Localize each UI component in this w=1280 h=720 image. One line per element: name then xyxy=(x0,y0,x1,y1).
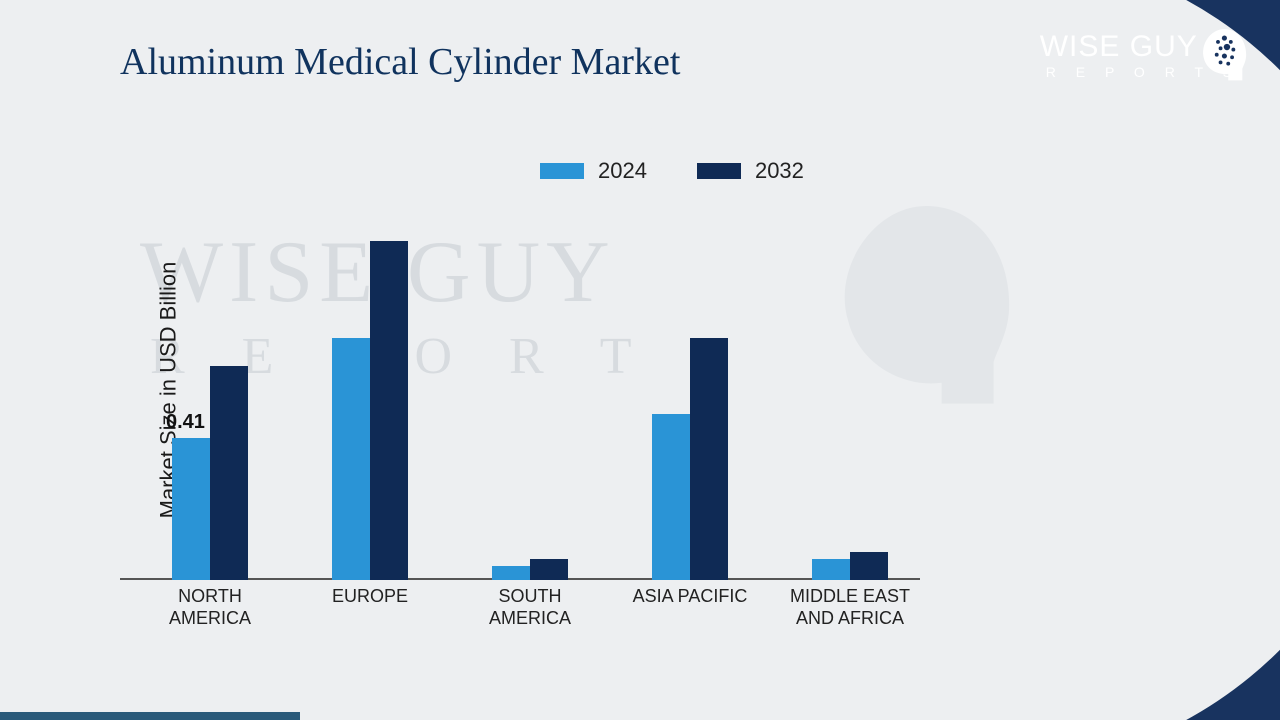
bar-2024 xyxy=(652,414,690,580)
bar-2032 xyxy=(850,552,888,580)
bar-2024 xyxy=(812,559,850,580)
brand-head-icon xyxy=(1186,24,1250,88)
bar-group: SOUTH AMERICA xyxy=(470,559,590,580)
bar-2024 xyxy=(492,566,530,580)
x-tick-label: MIDDLE EAST AND AFRICA xyxy=(780,580,920,629)
bar-2032 xyxy=(210,366,248,580)
bar-2032 xyxy=(370,241,408,580)
x-tick-label: EUROPE xyxy=(300,580,440,608)
bar-group: EUROPE xyxy=(310,241,430,580)
bar-group: ASIA PACIFIC xyxy=(630,338,750,580)
plot-area: 0.41NORTH AMERICA EUROPE SOUTH AMERICA ASIA… xyxy=(120,200,920,580)
x-tick-label: ASIA PACIFIC xyxy=(620,580,760,608)
brand-logo: WISE GUY R E P O R T S xyxy=(1040,30,1240,80)
bar-group: 0.41NORTH AMERICA xyxy=(150,366,270,580)
bar-2032 xyxy=(530,559,568,580)
x-tick-label: NORTH AMERICA xyxy=(140,580,280,629)
x-tick-label: SOUTH AMERICA xyxy=(460,580,600,629)
chart-title: Aluminum Medical Cylinder Market xyxy=(120,40,680,84)
bar-group: MIDDLE EAST AND AFRICA xyxy=(790,552,910,580)
bar-2024 xyxy=(332,338,370,580)
bar-2032 xyxy=(690,338,728,580)
bottom-accent-strip xyxy=(0,712,300,720)
chart-area: Market Size in USD Billion 0.41NORTH AME… xyxy=(80,160,920,620)
bar-2024: 0.41 xyxy=(172,438,210,580)
page-root: WISE GUY R E P O R T S Aluminum Medical … xyxy=(0,0,1280,720)
bar-value-label: 0.41 xyxy=(166,411,205,434)
